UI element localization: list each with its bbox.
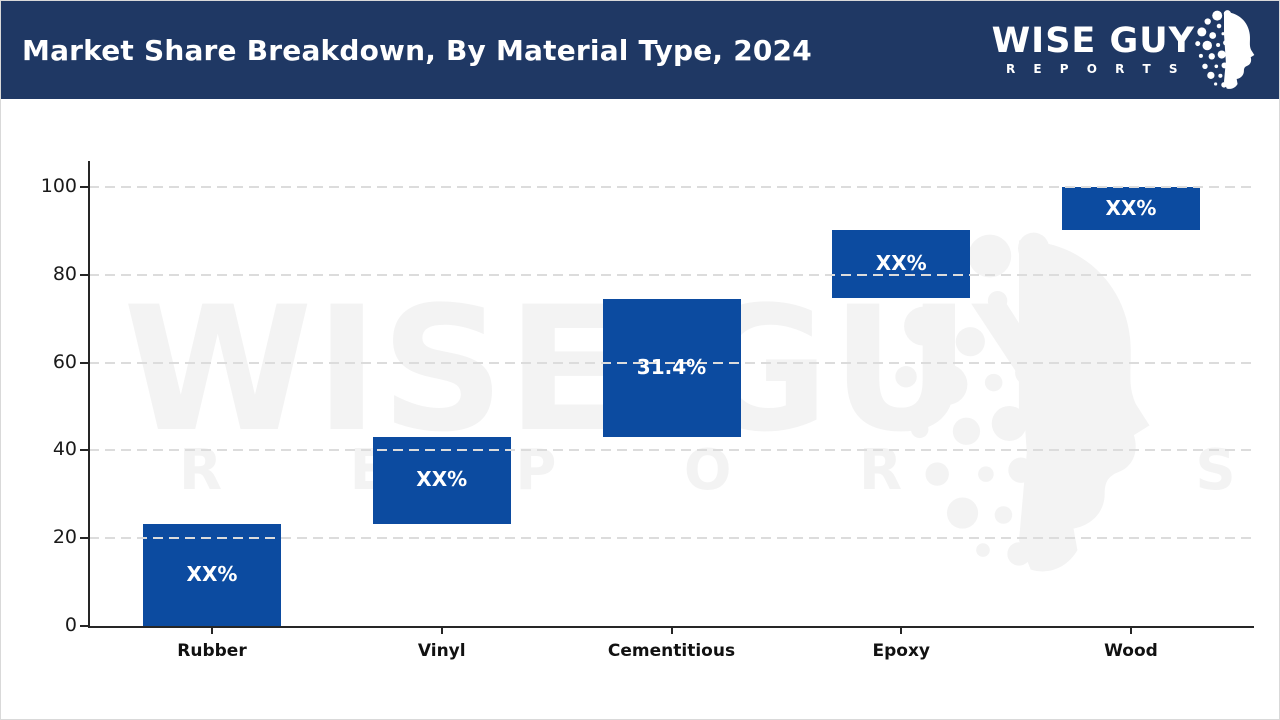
gridline-80 [89, 273, 1254, 276]
gridline-60 [89, 361, 1254, 364]
category-label-wood: Wood [1104, 641, 1158, 661]
wiseguy-face-icon [1195, 10, 1255, 89]
x-tick-cementitious [670, 628, 673, 634]
y-tick-40 [80, 449, 88, 452]
bar-epoxy [832, 230, 971, 299]
logo-subtext: R E P O R T S [1005, 62, 1185, 76]
y-tick-80 [80, 273, 88, 276]
y-tick-label-60: 60 [52, 350, 77, 373]
y-tick-label-40: 40 [52, 438, 77, 461]
bar-vinyl [372, 437, 511, 524]
bar-value-label-epoxy: XX% [875, 251, 927, 276]
gridline-20 [89, 537, 1254, 540]
y-axis-line [88, 161, 90, 628]
bar-rubber [143, 523, 281, 626]
y-tick-label-100: 100 [40, 175, 77, 197]
category-label-cementitious: Cementitious [607, 641, 736, 661]
gridline-40 [89, 449, 1254, 452]
bar-value-label-wood: XX% [1105, 195, 1157, 220]
chart-title: Market Share Breakdown, By Material Type… [22, 33, 812, 67]
bar-cementitious [602, 299, 741, 438]
gridline-100 [89, 186, 1254, 188]
y-tick-label-80: 80 [52, 262, 77, 285]
category-label-epoxy: Epoxy [872, 641, 930, 661]
bar-value-label-rubber: XX% [186, 561, 238, 586]
bar-value-label-vinyl: XX% [416, 467, 468, 492]
y-tick-100 [80, 186, 88, 188]
category-label-rubber: Rubber [177, 641, 247, 661]
x-tick-wood [1130, 628, 1132, 634]
y-tick-label-0: 0 [64, 614, 77, 636]
x-tick-epoxy [900, 628, 903, 634]
category-label-vinyl: Vinyl [417, 641, 466, 661]
x-axis-line [88, 626, 1254, 628]
bar-wood [1062, 187, 1200, 231]
x-tick-rubber [211, 628, 213, 634]
logo-name: WISE GUY [991, 21, 1195, 61]
x-tick-vinyl [440, 628, 443, 634]
watermark-face-icon [895, 232, 1150, 572]
wiseguy-logo: WISE GUY R E P O R T S [992, 1, 1267, 99]
y-tick-20 [80, 537, 88, 540]
bar-value-label-cementitious: 31.4% [636, 355, 707, 380]
y-tick-label-20: 20 [52, 526, 77, 549]
y-tick-60 [80, 361, 88, 364]
header-bar: Market Share Breakdown, By Material Type… [1, 1, 1279, 99]
y-tick-0 [80, 625, 88, 627]
